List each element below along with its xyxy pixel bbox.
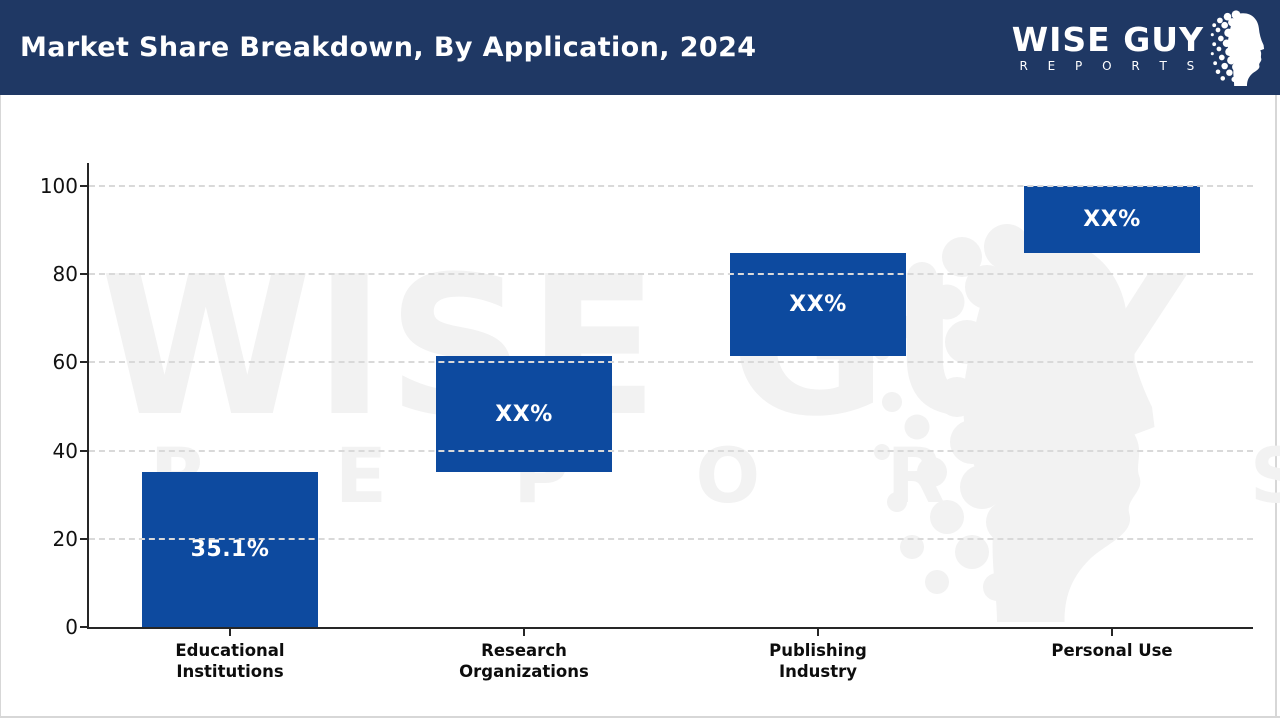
- header-bar: Market Share Breakdown, By Application, …: [0, 0, 1280, 95]
- y-tick-label: 0: [65, 615, 78, 639]
- x-tick-mark: [817, 627, 819, 636]
- bar-educational-institutions: 35.1%: [142, 472, 318, 627]
- y-tick-label: 40: [52, 438, 78, 463]
- gridline: [89, 537, 1253, 540]
- category-label-personal-use: Personal Use: [1051, 641, 1173, 660]
- wiseguy-face-watermark-icon: [874, 224, 1155, 622]
- y-tick-label: 60: [52, 350, 78, 375]
- bar-value-label: XX%: [1083, 207, 1141, 233]
- y-tick-mark: [80, 361, 87, 364]
- bar-publishing-industry: XX%: [730, 253, 906, 357]
- y-tick-mark: [80, 185, 87, 187]
- category-label-publishing-industry: Publishing Industry: [769, 641, 867, 681]
- page-title: Market Share Breakdown, By Application, …: [20, 32, 757, 63]
- bar-research-organizations: XX%: [436, 356, 612, 473]
- x-tick-mark: [229, 627, 231, 636]
- y-axis: [87, 163, 89, 629]
- gridline: [89, 361, 1253, 364]
- right-frame-edge: [1275, 95, 1277, 717]
- gridline: [89, 449, 1253, 452]
- wiseguy-face-icon: [1210, 9, 1265, 86]
- y-tick-label: 20: [52, 526, 78, 551]
- logo-wordmark: WISE GUY: [1011, 19, 1204, 59]
- x-tick-mark: [1111, 627, 1113, 636]
- bar-personal-use: XX%: [1024, 186, 1200, 254]
- x-axis: [87, 627, 1253, 629]
- bar-value-label: 35.1%: [190, 537, 270, 563]
- wiseguy-logo: WISE GUY R E P O R T S: [1011, 9, 1266, 86]
- category-label-research-organizations: Research Organizations: [459, 641, 589, 681]
- y-tick-label: 100: [39, 174, 78, 198]
- y-tick-label: 80: [52, 262, 78, 287]
- watermark-wordmark: WISE GUY: [100, 236, 1189, 459]
- x-tick-mark: [523, 627, 525, 636]
- y-tick-mark: [80, 449, 87, 452]
- y-tick-mark: [80, 537, 87, 540]
- category-label-educational-institutions: Educational Institutions: [175, 641, 285, 681]
- gridline: [89, 185, 1253, 187]
- y-tick-mark: [80, 626, 87, 628]
- bar-value-label: XX%: [789, 292, 847, 318]
- logo-reports-text: R E P O R T S: [1019, 58, 1203, 73]
- y-tick-mark: [80, 273, 87, 276]
- left-frame-edge: [0, 95, 1, 717]
- gridline: [89, 273, 1253, 276]
- bottom-frame-edge: [0, 716, 1280, 718]
- bar-value-label: XX%: [495, 401, 553, 427]
